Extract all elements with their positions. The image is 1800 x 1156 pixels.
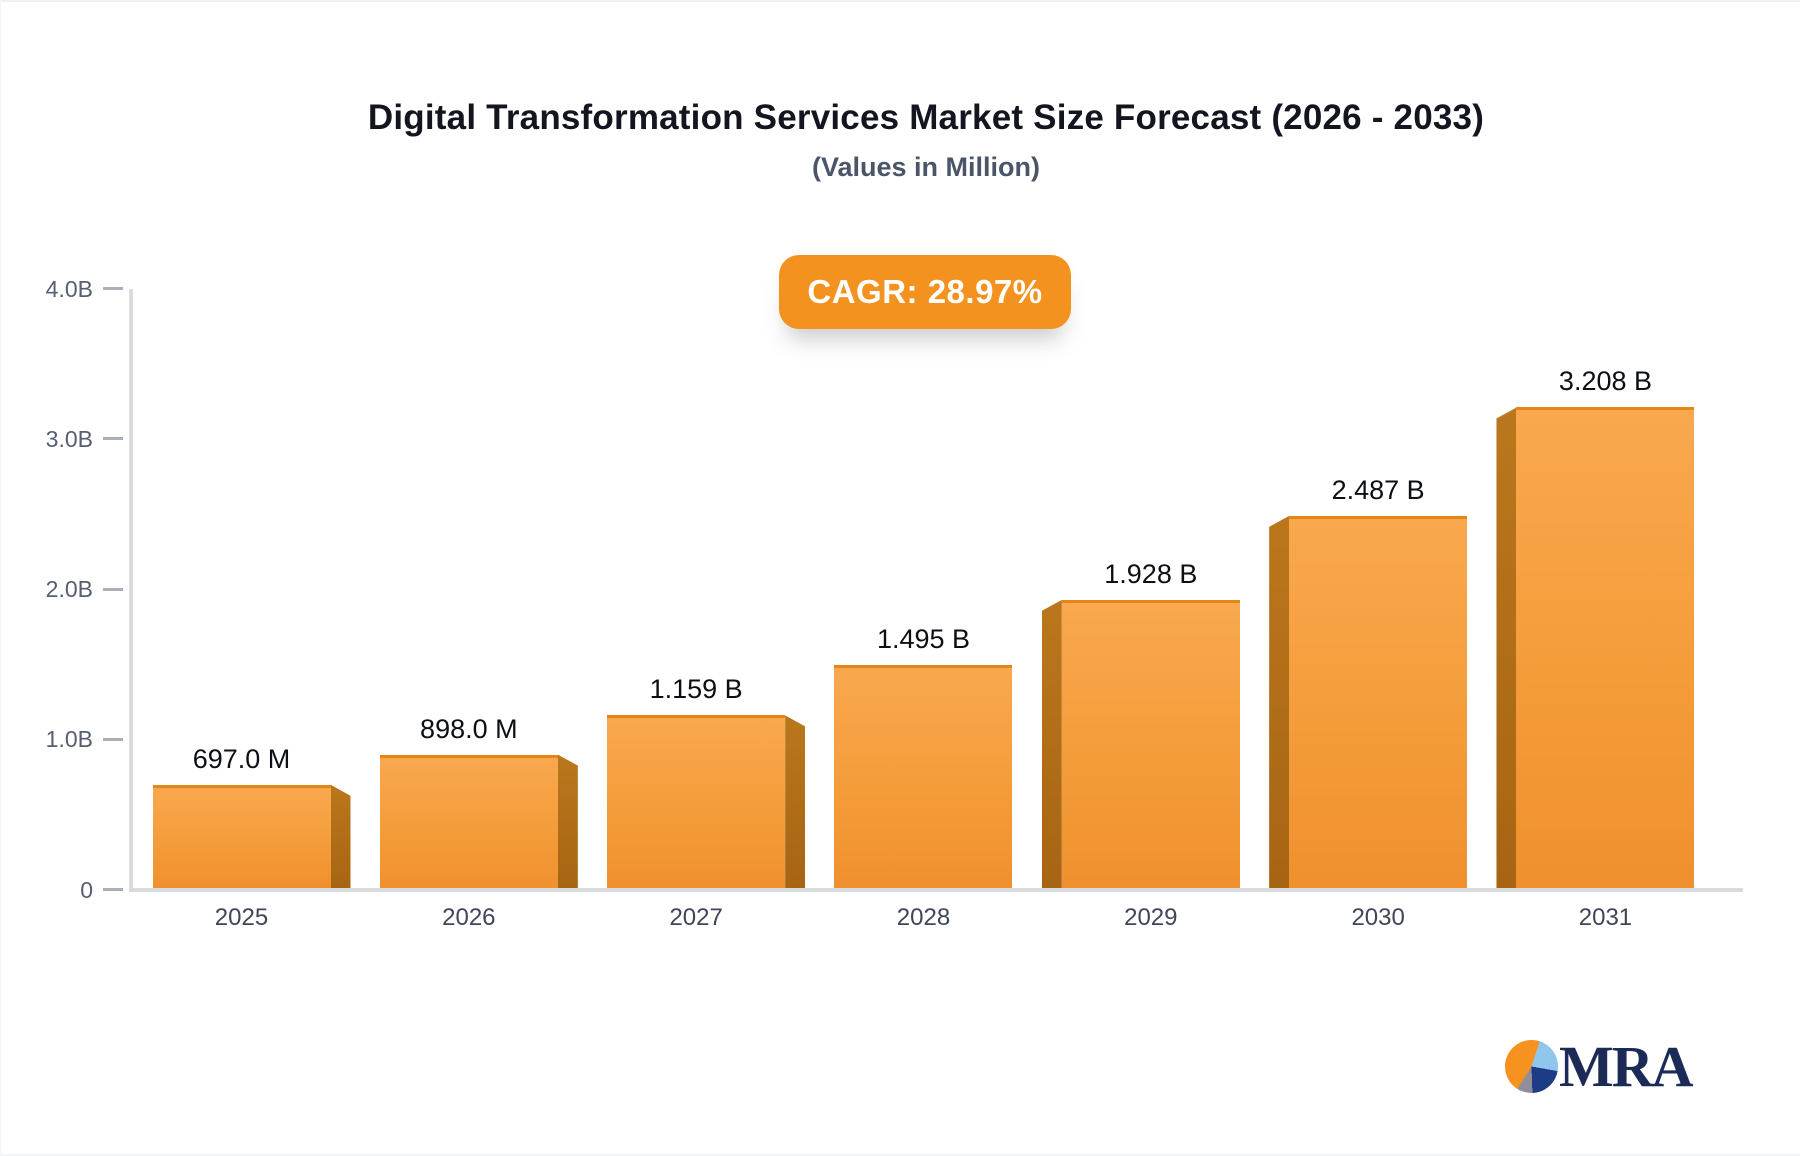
bar-value-label: 898.0 M: [420, 713, 518, 744]
chart-title: Digital Transformation Services Market S…: [367, 98, 1485, 137]
bar-value-label: 3.208 B: [1558, 366, 1652, 397]
y-axis-tick-label: 2.0B: [45, 576, 93, 602]
x-axis-line: [129, 887, 1743, 892]
bar-2028: [834, 664, 1013, 890]
y-axis-tick-label: 1.0B: [45, 726, 93, 753]
x-axis-label: 2030: [1351, 903, 1405, 931]
bar-value-label: 2.487 B: [1331, 474, 1425, 505]
bar-2030: [1289, 515, 1468, 890]
x-axis-label: 2031: [1578, 903, 1633, 931]
bar-2027: [607, 715, 786, 890]
bar-value-label: 1.928 B: [1104, 558, 1198, 589]
bar-2025: [152, 784, 331, 890]
y-axis-tick-label: 3.0B: [45, 425, 93, 452]
y-axis-tick: [103, 587, 123, 591]
bar-2029: [1061, 599, 1240, 890]
y-axis-line: [129, 288, 133, 890]
cagr-badge: CAGR: 28.97%: [779, 255, 1071, 329]
cagr-badge-label: CAGR: 28.97%: [807, 273, 1043, 310]
brand-logo: MRA: [1505, 1034, 1694, 1099]
bar-side-2031: [1496, 407, 1517, 890]
y-axis-tick-label: 4.0B: [45, 275, 93, 302]
bar-2026: [379, 754, 558, 890]
bar-2031: [1516, 407, 1695, 890]
y-axis-tick: [103, 437, 123, 441]
x-axis-label: 2027: [669, 903, 723, 931]
bar-side-2026: [557, 754, 578, 890]
x-axis-label: 2026: [442, 903, 496, 931]
y-axis-tick: [103, 888, 123, 891]
x-axis-label: 2025: [214, 903, 269, 931]
x-axis-label: 2028: [896, 903, 951, 931]
bar-side-2025: [330, 784, 351, 890]
y-axis-tick: [103, 737, 123, 741]
chart-subtitle: (Values in Million): [811, 152, 1041, 182]
bar-side-2027: [785, 715, 806, 890]
y-axis-tick-label: 0: [80, 876, 93, 903]
brand-logo-text: MRA: [1559, 1034, 1694, 1099]
bar-side-2029: [1041, 599, 1062, 890]
y-axis-tick: [103, 287, 123, 290]
bar-side-2030: [1269, 515, 1290, 890]
bar-value-label: 1.159 B: [649, 674, 743, 705]
bar-value-label: 1.495 B: [876, 623, 971, 654]
pie-chart-logo-icon: [1505, 1040, 1558, 1093]
bar-value-label: 697.0 M: [192, 743, 291, 774]
x-axis-label: 2029: [1124, 903, 1178, 931]
